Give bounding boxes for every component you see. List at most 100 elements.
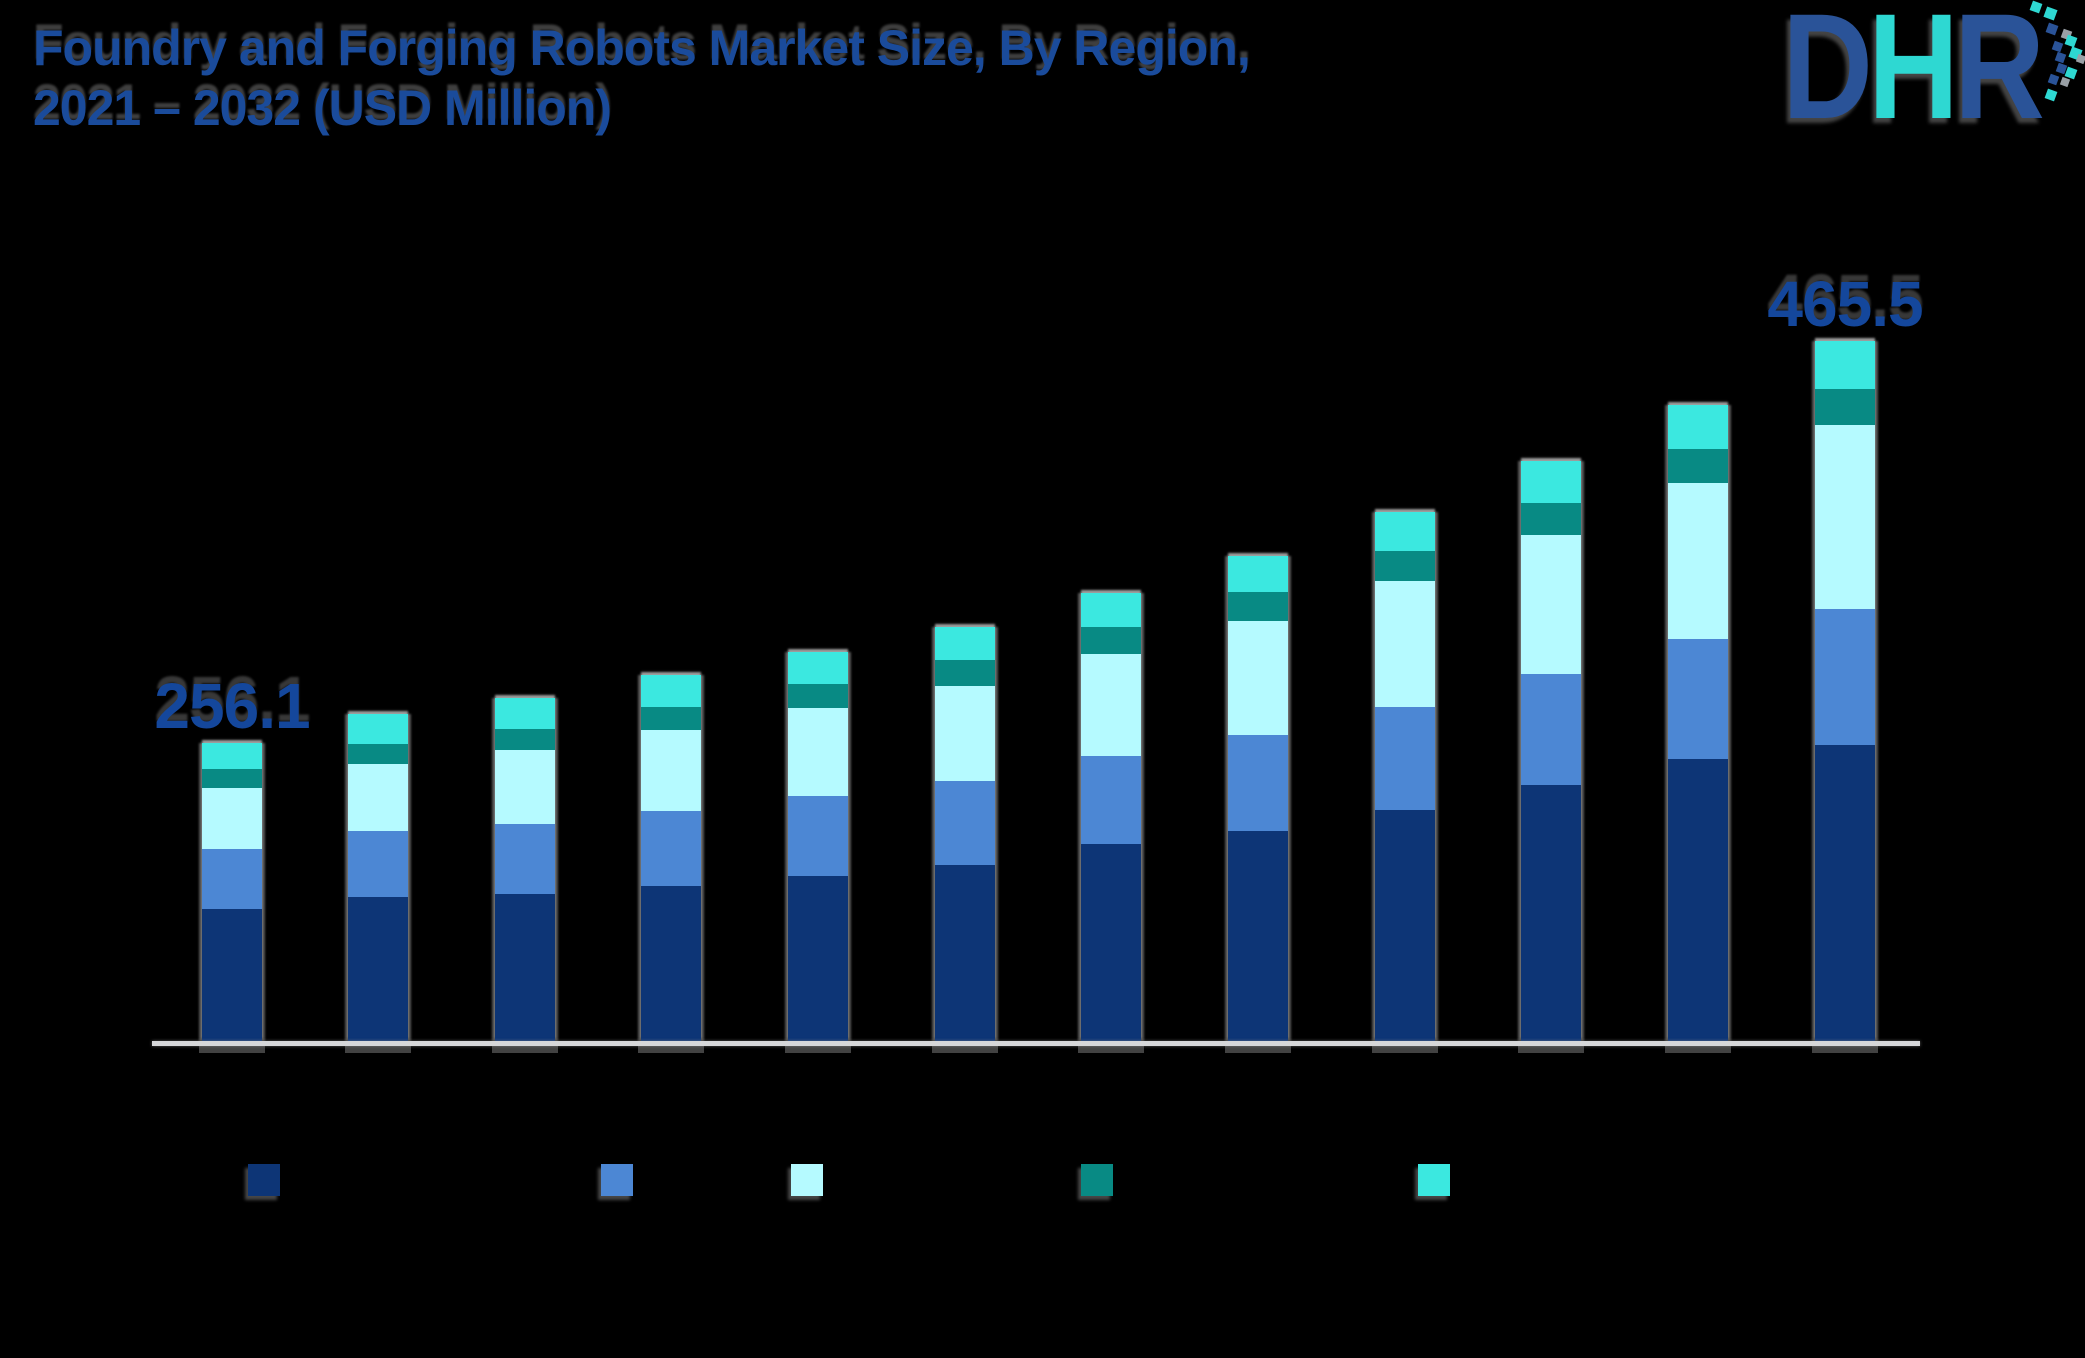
value-label-first-bar: 256.1	[154, 670, 310, 742]
bar-segment-turquoise-2031	[1668, 405, 1728, 449]
stacked-bar-2022	[348, 714, 408, 1041]
stacked-bar-2029	[1375, 512, 1435, 1041]
legend-swatch-navy	[248, 1164, 280, 1196]
bar-segment-cyan-2026	[935, 686, 995, 781]
bar-segment-cyan-2025	[788, 708, 848, 796]
bar-segment-navy-2032	[1815, 745, 1875, 1041]
stacked-bar-2030	[1521, 461, 1581, 1041]
bar-segment-turquoise-2032	[1815, 341, 1875, 389]
bar-segment-navy-2028	[1228, 831, 1288, 1041]
bar-segment-blue-2025	[788, 796, 848, 876]
bar-segment-teal-2031	[1668, 449, 1728, 483]
bar-segment-turquoise-2023	[495, 698, 555, 729]
bar-segment-blue-2021	[202, 849, 262, 909]
bar-shadow	[1078, 1046, 1144, 1053]
bar-segment-turquoise-2029	[1375, 512, 1435, 551]
bar-segment-blue-2032	[1815, 609, 1875, 745]
bar-shadow	[1665, 1046, 1731, 1053]
bar-segment-cyan-2031	[1668, 483, 1728, 639]
bar-segment-navy-2031	[1668, 759, 1728, 1041]
value-label-last-bar: 465.5	[1767, 268, 1923, 340]
bar-segment-turquoise-2026	[935, 627, 995, 660]
legend-swatch-teal	[1081, 1164, 1113, 1196]
page-title: Foundry and Forging Robots Market Size, …	[33, 18, 1251, 138]
brand-logo: DHR	[1782, 0, 2082, 141]
bar-segment-navy-2030	[1521, 785, 1581, 1041]
bar-segment-cyan-2032	[1815, 425, 1875, 609]
bar-segment-teal-2021	[202, 769, 262, 788]
bar-segment-teal-2028	[1228, 592, 1288, 621]
bar-segment-blue-2031	[1668, 639, 1728, 759]
stacked-bar-2021	[202, 743, 262, 1041]
bar-segment-cyan-2030	[1521, 535, 1581, 674]
logo-letter-h: H	[1867, 0, 1959, 150]
bar-segment-cyan-2022	[348, 764, 408, 831]
bar-segment-teal-2024	[641, 707, 701, 730]
legend-swatch-cyan	[791, 1164, 823, 1196]
bar-segment-navy-2023	[495, 894, 555, 1041]
bar-shadow	[932, 1046, 998, 1053]
bar-segment-blue-2029	[1375, 707, 1435, 810]
stacked-bar-2024	[641, 675, 701, 1041]
bar-segment-cyan-2024	[641, 730, 701, 811]
bar-segment-teal-2026	[935, 660, 995, 686]
legend-swatch-blue	[601, 1164, 633, 1196]
bar-segment-navy-2027	[1081, 844, 1141, 1041]
legend-swatch-turquoise	[1418, 1164, 1450, 1196]
bar-segment-navy-2025	[788, 876, 848, 1041]
bar-shadow	[1225, 1046, 1291, 1053]
bar-segment-turquoise-2022	[348, 714, 408, 744]
bar-shadow	[785, 1046, 851, 1053]
stacked-bar-2031	[1668, 405, 1728, 1041]
bar-segment-blue-2024	[641, 811, 701, 886]
bar-segment-blue-2028	[1228, 735, 1288, 831]
stacked-bar-2025	[788, 652, 848, 1041]
stacked-bar-2027	[1081, 593, 1141, 1041]
bar-segment-cyan-2021	[202, 788, 262, 849]
logo-letter-r: R	[1953, 0, 2045, 150]
stacked-bar-2023	[495, 698, 555, 1041]
bar-segment-navy-2021	[202, 909, 262, 1041]
bar-segment-navy-2024	[641, 886, 701, 1041]
bar-segment-teal-2029	[1375, 551, 1435, 581]
bar-segment-cyan-2028	[1228, 621, 1288, 735]
bar-segment-blue-2027	[1081, 756, 1141, 844]
bar-segment-turquoise-2027	[1081, 593, 1141, 627]
x-axis-line	[152, 1041, 1920, 1046]
bar-segment-blue-2026	[935, 781, 995, 865]
stacked-bar-2032	[1815, 341, 1875, 1041]
bar-segment-navy-2029	[1375, 810, 1435, 1041]
bar-segment-teal-2023	[495, 729, 555, 750]
bar-segment-turquoise-2024	[641, 675, 701, 707]
bar-segment-turquoise-2028	[1228, 556, 1288, 592]
logo-letter-d: D	[1782, 0, 1873, 150]
bar-segment-turquoise-2030	[1521, 461, 1581, 503]
bar-segment-turquoise-2021	[202, 743, 262, 769]
bar-shadow	[1518, 1046, 1584, 1053]
brand-logo-letters: DHR	[1782, 0, 2045, 141]
bar-segment-blue-2022	[348, 831, 408, 897]
bar-shadow	[345, 1046, 411, 1053]
bar-segment-teal-2022	[348, 744, 408, 764]
stacked-bar-2026	[935, 627, 995, 1041]
page-title-line2: 2021 – 2032 (USD Million)	[33, 80, 612, 136]
page-title-line1: Foundry and Forging Robots Market Size, …	[33, 20, 1251, 76]
bar-segment-cyan-2027	[1081, 654, 1141, 756]
bar-segment-teal-2027	[1081, 627, 1141, 654]
bar-segment-blue-2030	[1521, 674, 1581, 785]
bar-segment-turquoise-2025	[788, 652, 848, 684]
bar-segment-teal-2030	[1521, 503, 1581, 535]
bar-shadow	[492, 1046, 558, 1053]
bar-segment-teal-2032	[1815, 389, 1875, 425]
bar-shadow	[199, 1046, 265, 1053]
bar-shadow	[1812, 1046, 1878, 1053]
bar-segment-navy-2026	[935, 865, 995, 1041]
stacked-bar-2028	[1228, 556, 1288, 1041]
bar-shadow	[638, 1046, 704, 1053]
bar-segment-cyan-2023	[495, 750, 555, 824]
bar-segment-navy-2022	[348, 897, 408, 1041]
bar-segment-cyan-2029	[1375, 581, 1435, 707]
bar-shadow	[1372, 1046, 1438, 1053]
bar-segment-blue-2023	[495, 824, 555, 894]
